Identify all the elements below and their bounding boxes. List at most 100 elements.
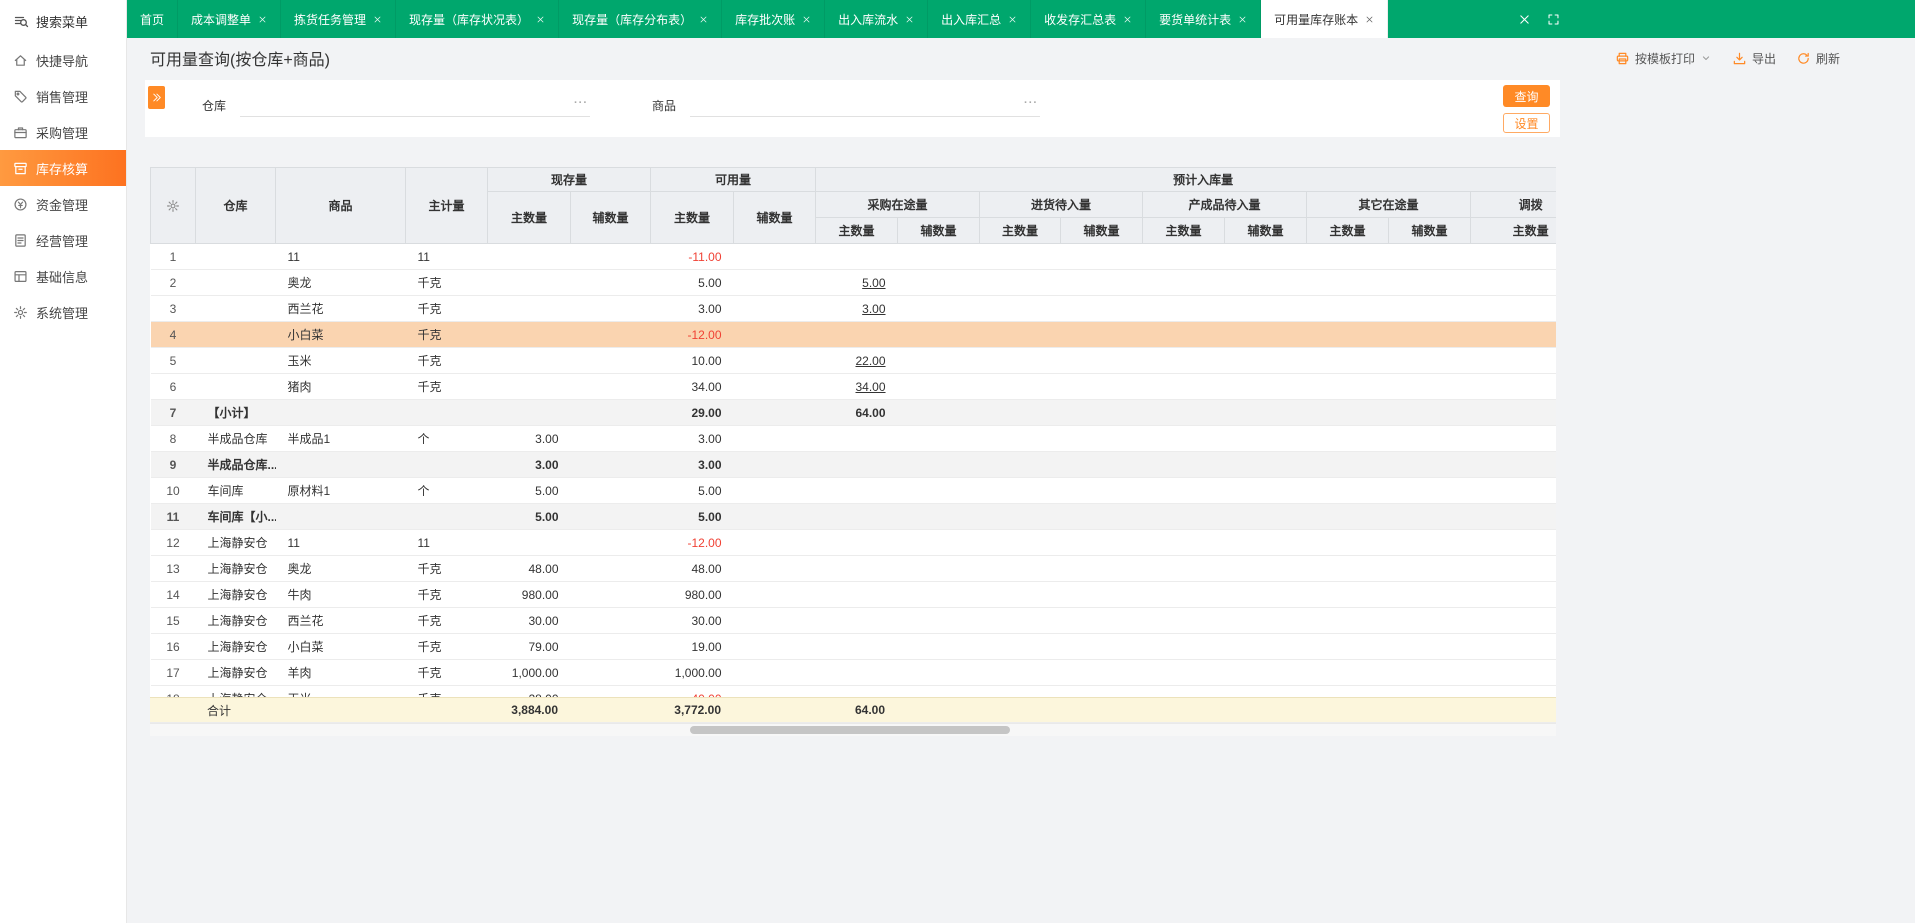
export-button[interactable]: 导出 <box>1732 50 1776 67</box>
tab-close-icon[interactable] <box>699 15 708 24</box>
search-menu-icon <box>13 13 29 29</box>
table-row[interactable]: 11 车间库【小... 5.00 5.00 <box>150 503 1556 530</box>
tab-close-icon[interactable] <box>1008 15 1017 24</box>
purchase-drilldown-link[interactable]: 22.00 <box>815 347 898 374</box>
table-row[interactable]: 5 玉米 千克 10.00 22.00 <box>150 347 1556 374</box>
collapse-filter-button[interactable] <box>148 86 165 109</box>
sidebar-item-3[interactable]: 库存核算 <box>0 150 126 186</box>
table-row[interactable]: 3 西兰花 千克 3.00 3.00 <box>150 295 1556 322</box>
cell-available-aux <box>733 243 816 270</box>
tab-close-icon[interactable] <box>258 15 267 24</box>
total-product-cell <box>275 697 405 723</box>
col-header-product: 商品 <box>275 167 406 244</box>
table-row[interactable]: 4 小白菜 千克 -12.00 <box>150 321 1556 348</box>
cell-other-main <box>1306 425 1389 452</box>
sidebar-item-6[interactable]: 基础信息 <box>0 258 126 294</box>
table-row[interactable]: 7 【小计】 29.00 64.00 <box>150 399 1556 426</box>
close-icon[interactable] <box>1518 13 1531 26</box>
tab-close-icon[interactable] <box>1238 15 1247 24</box>
caret-down-icon[interactable] <box>1700 52 1712 64</box>
tab-close-icon[interactable] <box>1365 15 1374 24</box>
page-header: 可用量查询(按仓库+商品) 按模板打印 导出 刷新 <box>127 38 1915 78</box>
table-row[interactable]: 16 上海静安仓 小白菜 千克 79.00 19.00 <box>150 633 1556 660</box>
cell-available-aux <box>733 581 816 608</box>
refresh-button[interactable]: 刷新 <box>1796 50 1840 67</box>
horizontal-scrollbar[interactable] <box>150 723 1556 736</box>
table-row[interactable]: 13 上海静安仓 奥龙 千克 48.00 48.00 <box>150 555 1556 582</box>
sidebar-item-4[interactable]: 资金管理 <box>0 186 126 222</box>
tab-10[interactable]: 可用量库存账本 <box>1261 0 1389 38</box>
sidebar-item-7[interactable]: 系统管理 <box>0 294 126 330</box>
fullscreen-icon[interactable] <box>1547 13 1560 26</box>
table-row[interactable]: 9 半成品仓库... 3.00 3.00 <box>150 451 1556 478</box>
tab-8[interactable]: 收发存汇总表 <box>1031 0 1147 38</box>
warehouse-input[interactable]: ··· <box>240 97 591 117</box>
table-row[interactable]: 17 上海静安仓 羊肉 千克 1,000.00 1,000.00 <box>150 659 1556 686</box>
cell-product: 玉米 <box>275 347 406 374</box>
horizontal-scrollbar-thumb[interactable] <box>690 726 1010 734</box>
cell-stock-aux <box>570 503 651 530</box>
tab-5[interactable]: 库存批次账 <box>722 0 826 38</box>
tab-close-icon[interactable] <box>373 15 382 24</box>
cell-unit: 千克 <box>405 607 488 634</box>
table-row[interactable]: 12 上海静安仓 11 11 -12.00 <box>150 529 1556 556</box>
table-row[interactable]: 15 上海静安仓 西兰花 千克 30.00 30.00 <box>150 607 1556 634</box>
print-by-template-button[interactable]: 按模板打印 <box>1615 50 1712 67</box>
table-row[interactable]: 14 上海静安仓 牛肉 千克 980.00 980.00 <box>150 581 1556 608</box>
cell-incoming-main <box>979 347 1061 374</box>
table-row[interactable]: 6 猪肉 千克 34.00 34.00 <box>150 373 1556 400</box>
cell-unit <box>405 451 488 478</box>
column-settings-header[interactable] <box>150 167 196 244</box>
tab-6[interactable]: 出入库流水 <box>825 0 929 38</box>
cell-purchase-aux <box>897 295 980 322</box>
product-input[interactable]: ··· <box>690 97 1041 117</box>
sidebar-search-menu[interactable]: 搜索菜单 <box>0 0 126 42</box>
cell-product: 奥龙 <box>275 269 406 296</box>
tab-close-icon[interactable] <box>802 15 811 24</box>
sidebar-item-label: 资金管理 <box>36 197 89 213</box>
sidebar-item-5[interactable]: 经营管理 <box>0 222 126 258</box>
purchase-drilldown-link[interactable]: 3.00 <box>815 295 898 322</box>
cell-stock-main: 980.00 <box>487 581 571 608</box>
funds-icon <box>13 197 28 212</box>
col-header-purchase-aux: 辅数量 <box>897 217 981 244</box>
tab-close-icon[interactable] <box>905 15 914 24</box>
tab-4[interactable]: 现存量（库存分布表） <box>559 0 723 38</box>
cell-other-main <box>1306 581 1389 608</box>
warehouse-picker-button[interactable]: ··· <box>574 97 589 109</box>
tab-7[interactable]: 出入库汇总 <box>928 0 1032 38</box>
tab-list: 首页 成本调整单 拣货任务管理 现存量（库存状况表） 现存量（库存分布表） 库存批次账 出入… <box>127 0 1389 38</box>
tab-0[interactable]: 首页 <box>127 0 179 38</box>
cell-transfer-main <box>1470 243 1556 270</box>
product-picker-button[interactable]: ··· <box>1024 97 1039 109</box>
tab-2[interactable]: 拣货任务管理 <box>281 0 397 38</box>
cell-purchase-main <box>815 659 898 686</box>
query-button[interactable]: 查询 <box>1503 85 1550 107</box>
cell-product: 羊肉 <box>275 659 406 686</box>
settings-button[interactable]: 设置 <box>1503 113 1550 133</box>
col-header-other-aux: 辅数量 <box>1388 217 1472 244</box>
cell-stock-main: 79.00 <box>487 633 571 660</box>
table-row[interactable]: 2 奥龙 千克 5.00 5.00 <box>150 269 1556 296</box>
table-row[interactable]: 10 车间库 原材料1 个 5.00 5.00 <box>150 477 1556 504</box>
sidebar-item-0[interactable]: 快捷导航 <box>0 42 126 78</box>
tab-9[interactable]: 要货单统计表 <box>1146 0 1262 38</box>
tab-1[interactable]: 成本调整单 <box>178 0 282 38</box>
tab-3[interactable]: 现存量（库存状况表） <box>396 0 560 38</box>
grid-table: 仓库 商品 主计量 现存量 可用量 预计入库量 主数量 辅数量 主数量 辅数量 <box>150 167 1556 712</box>
table-row[interactable]: 8 半成品仓库 半成品1 个 3.00 3.00 <box>150 425 1556 452</box>
cell-available-main: 5.00 <box>650 269 734 296</box>
tab-close-icon[interactable] <box>1123 15 1132 24</box>
cell-other-main <box>1306 243 1389 270</box>
cell-incoming-main <box>979 659 1061 686</box>
sidebar-item-2[interactable]: 采购管理 <box>0 114 126 150</box>
purchase-drilldown-link[interactable]: 34.00 <box>815 373 898 400</box>
gear-icon[interactable] <box>166 199 180 213</box>
sidebar-item-1[interactable]: 销售管理 <box>0 78 126 114</box>
tab-close-icon[interactable] <box>536 15 545 24</box>
purchase-drilldown-link[interactable]: 5.00 <box>815 269 898 296</box>
table-row[interactable]: 1 11 11 -11.00 <box>150 243 1556 270</box>
cell-stock-main: 3.00 <box>487 425 571 452</box>
cell-other-main <box>1306 269 1389 296</box>
tab-label: 首页 <box>140 12 165 27</box>
